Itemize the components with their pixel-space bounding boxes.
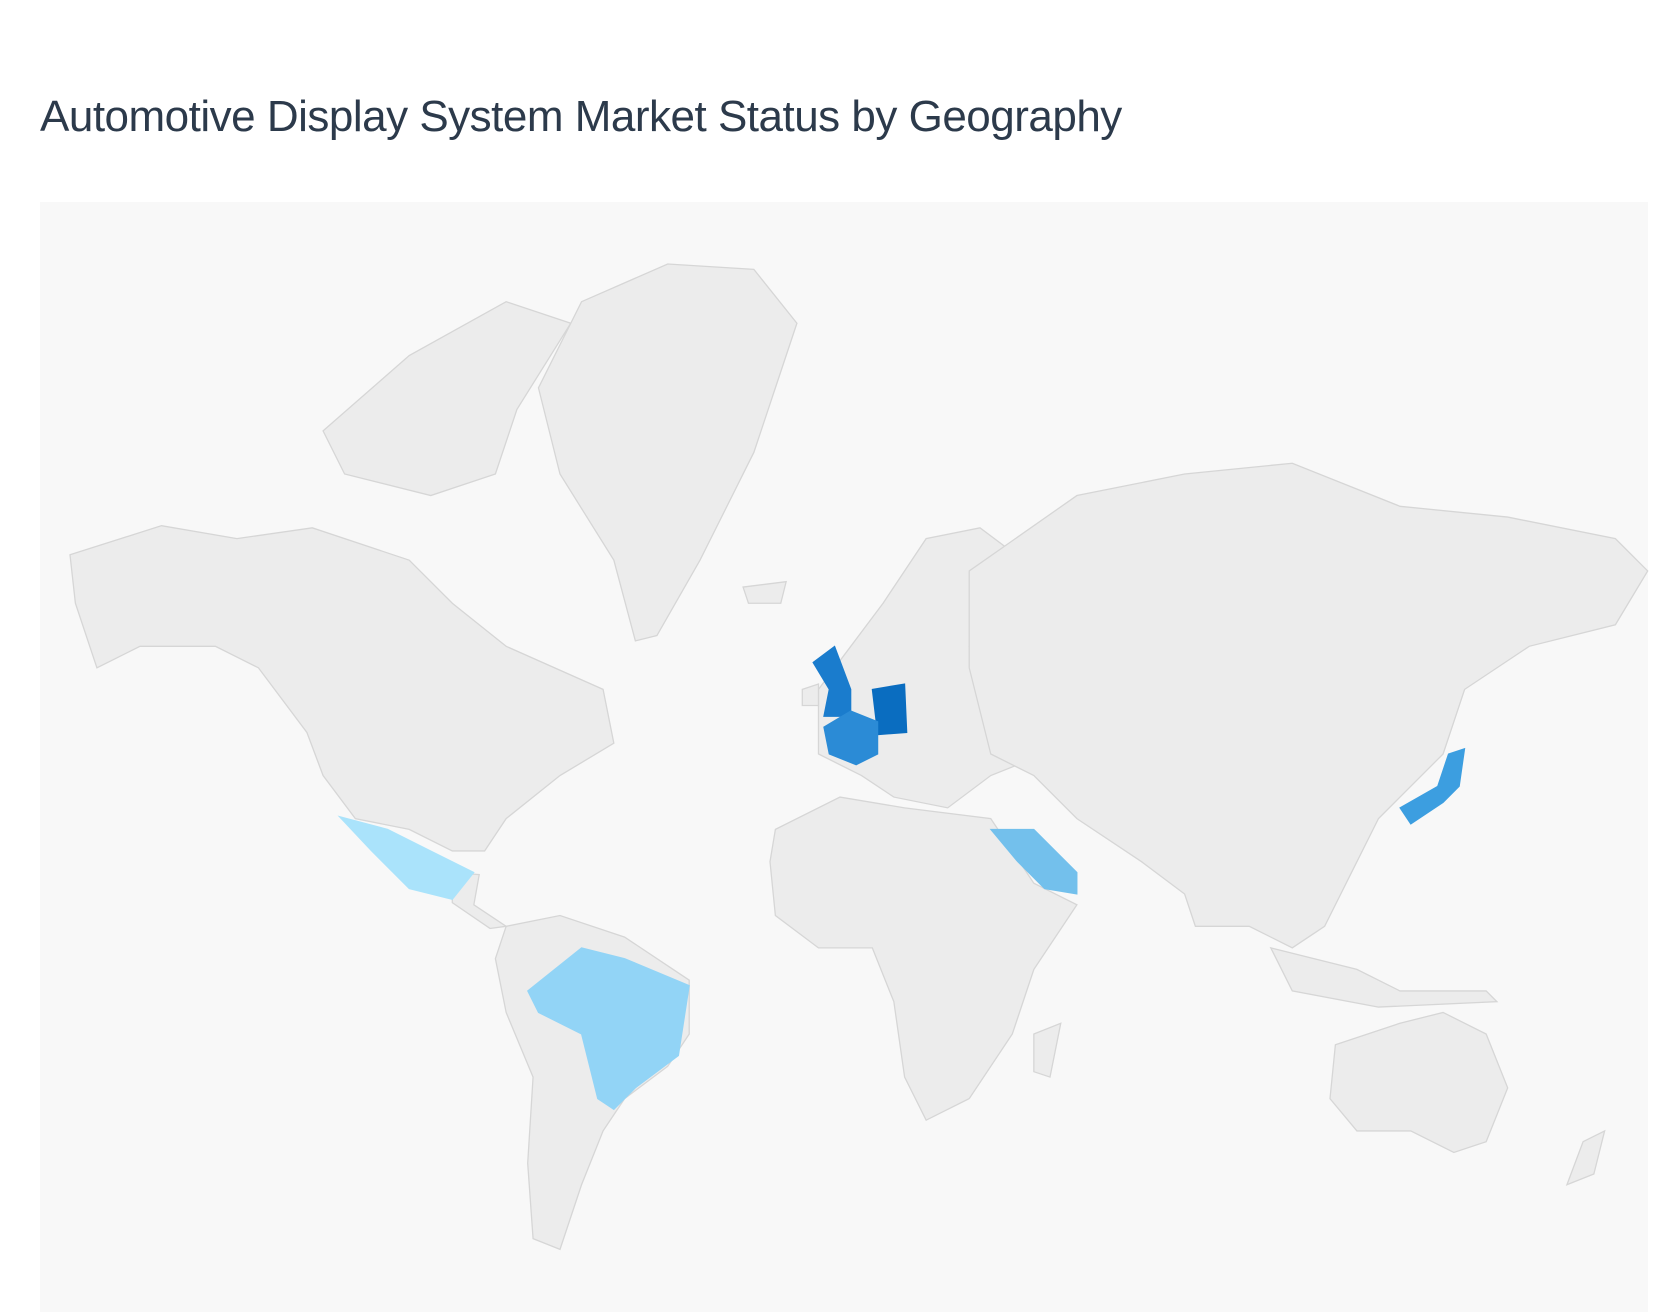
ireland <box>801 683 820 707</box>
greenland <box>537 263 798 642</box>
southeast-asia-islands <box>1269 946 1499 1008</box>
country-saudi-arabia[interactable] <box>989 828 1078 895</box>
asia <box>968 462 1649 949</box>
country-germany[interactable] <box>871 683 908 736</box>
north-america <box>69 525 615 852</box>
country-mexico[interactable] <box>337 815 475 900</box>
australia <box>1329 1011 1509 1154</box>
highlighted-countries <box>337 645 1466 1111</box>
iceland <box>742 580 788 604</box>
country-brazil[interactable] <box>527 947 690 1111</box>
new-zealand <box>1565 1129 1606 1186</box>
africa <box>769 796 1078 1122</box>
country-japan[interactable] <box>1399 747 1466 825</box>
madagascar <box>1033 1022 1062 1078</box>
country-france[interactable] <box>823 710 879 766</box>
page-title: Automotive Display System Market Status … <box>40 92 1122 141</box>
arctic-islands <box>322 300 572 497</box>
